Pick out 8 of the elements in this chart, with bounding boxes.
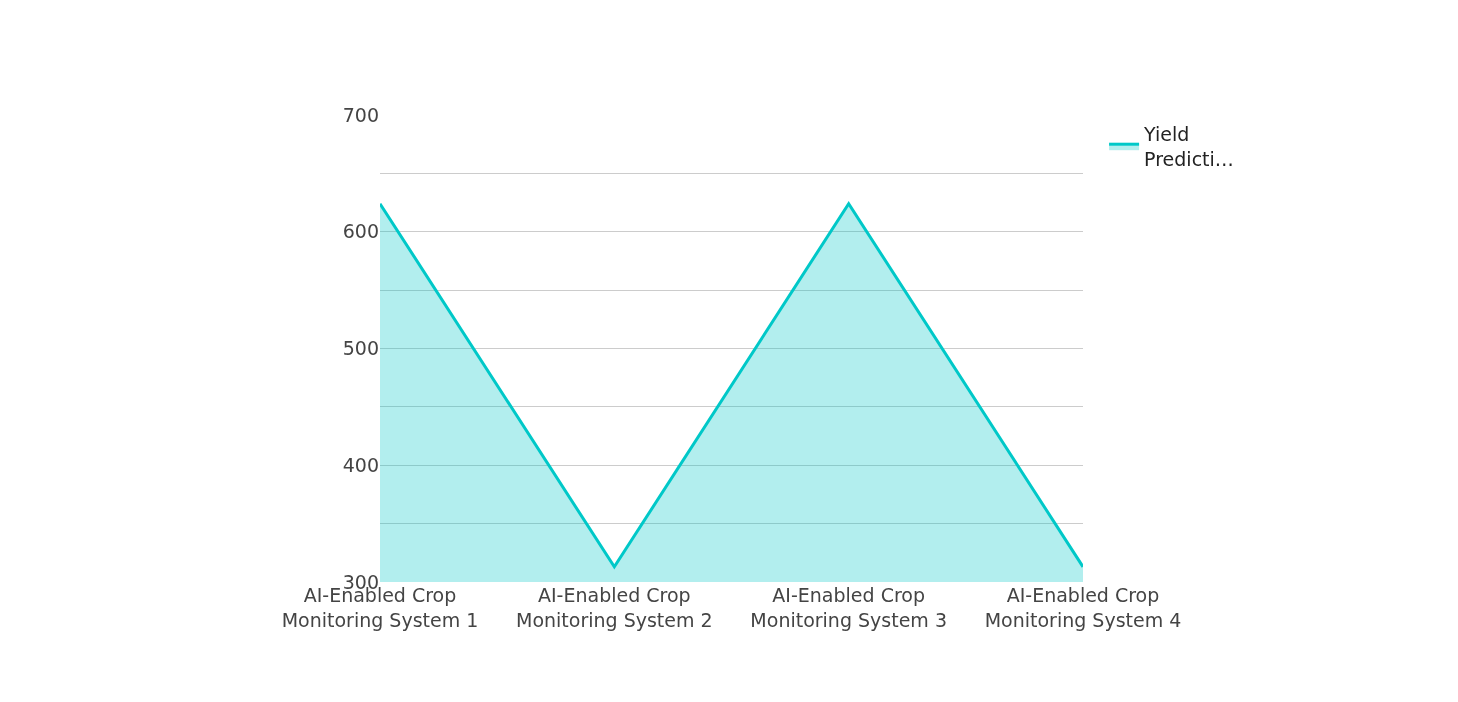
- y-tick-label: 700: [342, 103, 379, 126]
- y-tick-label: 400: [342, 453, 379, 476]
- x-tick-label: AI-Enabled Crop Monitoring System 4: [984, 584, 1182, 631]
- y-tick-label: 600: [342, 220, 379, 243]
- y-tick-label: 500: [342, 337, 379, 360]
- x-tick-label: AI-Enabled Crop Monitoring System 3: [750, 584, 947, 631]
- x-tick-label: AI-Enabled Crop Monitoring System 2: [516, 584, 713, 631]
- legend-label: Yield Predicti…: [1143, 123, 1234, 170]
